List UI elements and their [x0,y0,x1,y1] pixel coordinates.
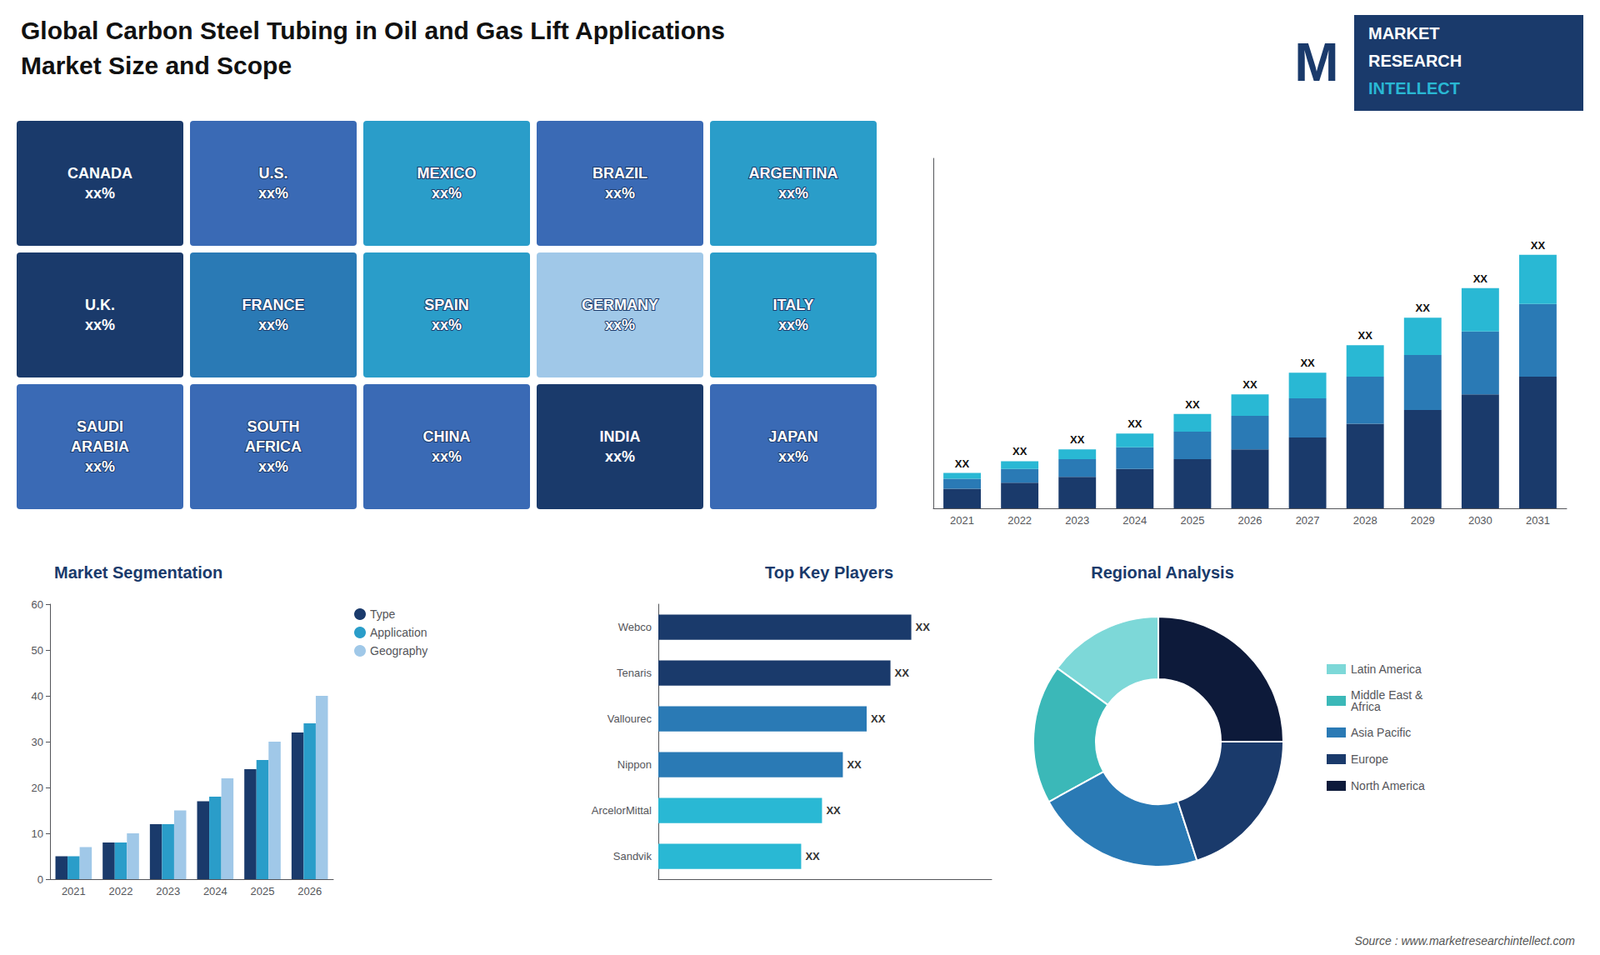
svg-text:Tenaris: Tenaris [616,666,652,680]
svg-text:2023: 2023 [155,885,180,898]
svg-text:2025: 2025 [250,885,275,898]
svg-text:xx%: xx% [778,185,809,202]
svg-text:XX: XX [895,666,910,680]
svg-text:2023: 2023 [1065,514,1090,527]
svg-text:xx%: xx% [778,316,809,334]
svg-text:ITALY: ITALY [772,296,814,314]
svg-text:North America: North America [1350,779,1425,793]
svg-text:XX: XX [955,457,970,470]
svg-text:Regional Analysis: Regional Analysis [1090,563,1235,582]
svg-text:xx%: xx% [85,316,115,334]
svg-text:XX: XX [1358,329,1374,342]
svg-text:xx%: xx% [605,316,635,334]
svg-text:xx%: xx% [431,316,462,334]
svg-text:2029: 2029 [1410,514,1435,527]
svg-text:Geography: Geography [370,644,428,658]
svg-text:XX: XX [1300,356,1315,370]
svg-text:CANADA: CANADA [67,165,133,182]
svg-text:30: 30 [31,735,44,749]
svg-text:XX: XX [1012,445,1028,458]
svg-text:U.S.: U.S. [258,165,288,182]
svg-text:U.K.: U.K. [85,296,115,314]
svg-text:2022: 2022 [109,885,134,898]
svg-text:Vallourec: Vallourec [607,712,653,725]
svg-text:XX: XX [870,712,886,725]
svg-text:FRANCE: FRANCE [242,296,305,314]
svg-text:xx%: xx% [605,448,635,465]
svg-text:2027: 2027 [1295,514,1320,527]
svg-text:GERMANY: GERMANY [581,296,659,314]
svg-text:50: 50 [31,644,44,657]
svg-text:Latin America: Latin America [1350,662,1422,676]
svg-text:JAPAN: JAPAN [768,428,819,445]
svg-text:Global Carbon Steel Tubing in: Global Carbon Steel Tubing in Oil and Ga… [20,16,725,45]
svg-text:AFRICA: AFRICA [245,438,302,455]
svg-text:RESEARCH: RESEARCH [1368,51,1462,70]
svg-text:XX: XX [1242,378,1258,391]
svg-text:10: 10 [31,827,44,840]
svg-text:XX: XX [846,758,862,771]
svg-text:Market Size and Scope: Market Size and Scope [20,51,292,80]
svg-text:2024: 2024 [1122,514,1147,527]
svg-text:Sandvik: Sandvik [613,850,653,863]
svg-text:xx%: xx% [431,448,462,465]
svg-text:XX: XX [1473,272,1489,285]
svg-text:XX: XX [805,850,820,863]
svg-text:Webco: Webco [618,620,652,634]
svg-text:XX: XX [1530,239,1546,252]
svg-text:INDIA: INDIA [600,428,641,445]
svg-text:BRAZIL: BRAZIL [592,165,648,182]
svg-text:xx%: xx% [85,458,115,475]
svg-text:2031: 2031 [1525,514,1550,527]
svg-text:xx%: xx% [258,458,289,475]
svg-text:SAUDI: SAUDI [76,418,124,435]
svg-text:MARKET: MARKET [1368,24,1440,43]
svg-text:Top Key Players: Top Key Players [765,563,894,582]
svg-text:Market Segmentation: Market Segmentation [54,563,223,582]
svg-text:2022: 2022 [1007,514,1032,527]
svg-text:INTELLECT: INTELLECT [1368,79,1460,98]
svg-text:Application: Application [370,625,428,640]
svg-text:XX: XX [1070,433,1085,446]
svg-text:2028: 2028 [1353,514,1378,527]
svg-text:xx%: xx% [778,448,809,465]
svg-text:xx%: xx% [431,185,462,202]
svg-text:2030: 2030 [1468,514,1493,527]
svg-text:2024: 2024 [203,885,228,898]
svg-text:CHINA: CHINA [423,428,471,445]
svg-text:M: M [1294,32,1339,93]
svg-text:XX: XX [825,804,841,817]
svg-text:40: 40 [31,690,44,703]
svg-text:2021: 2021 [61,885,86,898]
svg-text:ARABIA: ARABIA [70,438,130,455]
svg-text:2025: 2025 [1180,514,1205,527]
svg-text:xx%: xx% [605,185,635,202]
svg-text:SPAIN: SPAIN [424,296,470,314]
svg-text:XX: XX [915,620,931,634]
svg-text:XX: XX [1415,301,1431,315]
svg-text:Asia Pacific: Asia Pacific [1350,725,1411,740]
svg-text:xx%: xx% [258,185,289,202]
svg-text:XX: XX [1185,398,1200,411]
svg-text:SOUTH: SOUTH [247,418,300,435]
svg-text:Europe: Europe [1350,752,1389,766]
svg-text:60: 60 [31,598,44,611]
svg-text:xx%: xx% [85,185,115,202]
svg-text:Africa: Africa [1350,700,1381,714]
svg-text:Middle East &: Middle East & [1350,688,1423,702]
svg-text:2026: 2026 [297,885,322,898]
svg-text:xx%: xx% [258,316,289,334]
svg-text:Type: Type [370,607,396,621]
svg-text:2021: 2021 [950,514,975,527]
svg-text:Source : www.marketresearchint: Source : www.marketresearchintellect.com [1354,934,1575,948]
svg-text:20: 20 [31,781,44,795]
svg-text:XX: XX [1127,417,1143,430]
svg-text:MEXICO: MEXICO [416,165,476,182]
svg-text:2026: 2026 [1238,514,1263,527]
svg-text:ARGENTINA: ARGENTINA [749,165,839,182]
svg-text:Nippon: Nippon [617,758,652,771]
svg-text:ArcelorMittal: ArcelorMittal [591,804,652,817]
svg-text:0: 0 [37,873,44,886]
